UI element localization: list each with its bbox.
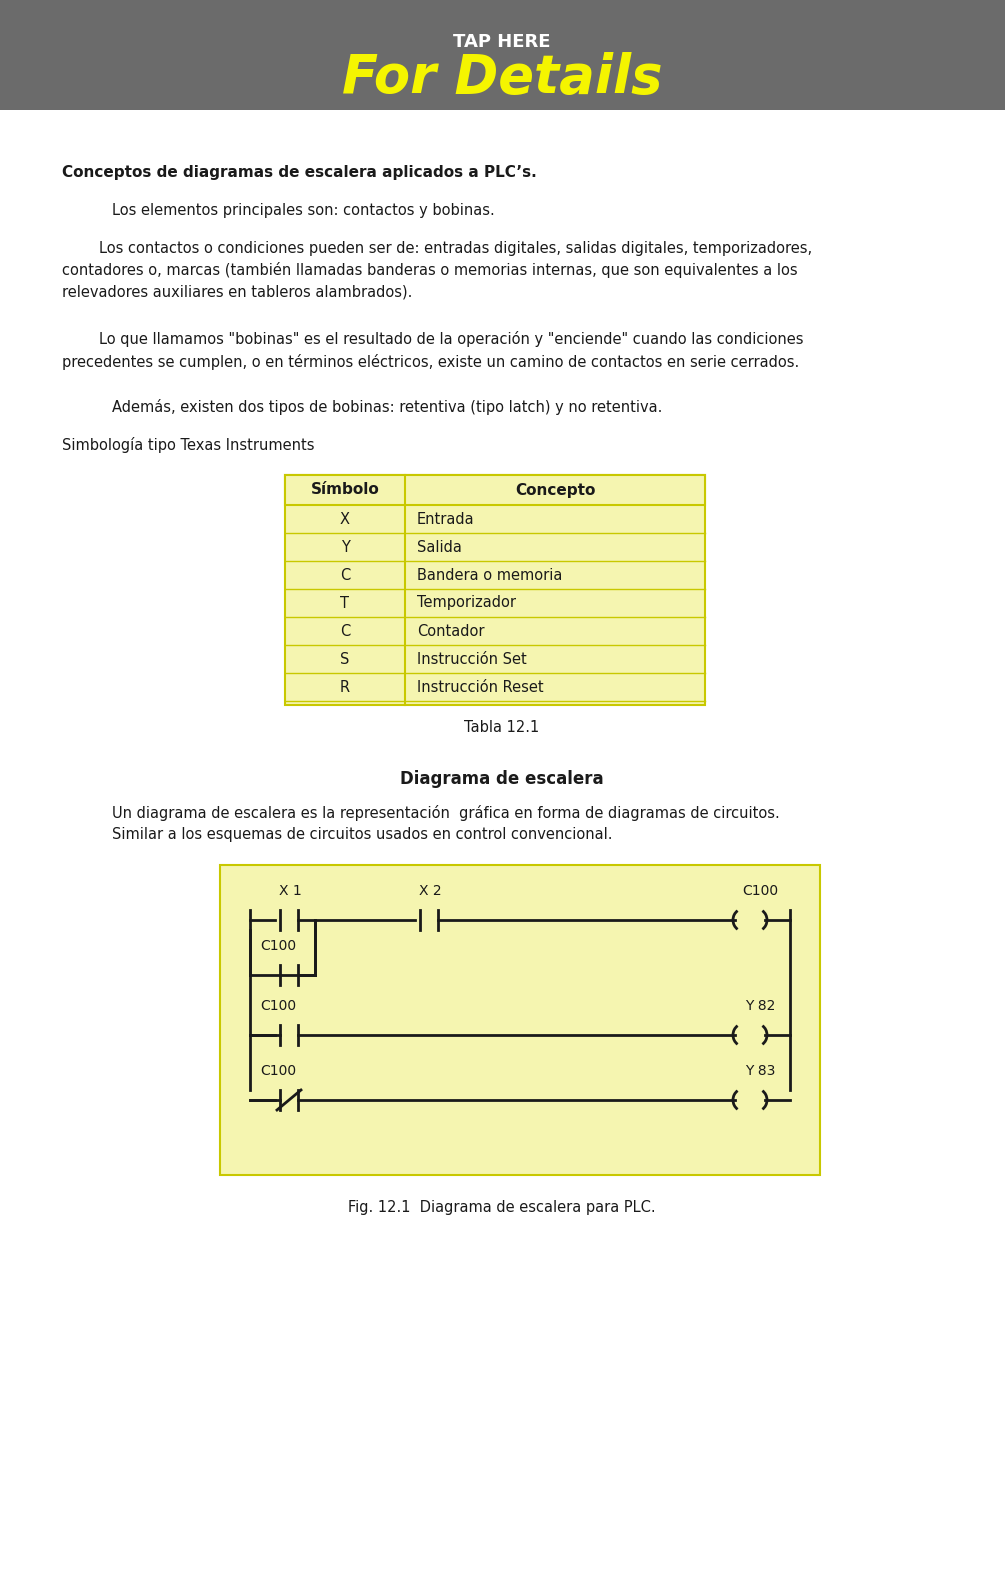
Text: X 2: X 2 — [419, 884, 441, 898]
Text: Los elementos principales son: contactos y bobinas.: Los elementos principales son: contactos… — [112, 204, 494, 218]
Text: R: R — [340, 680, 350, 694]
Bar — [220, 864, 820, 1175]
Text: C100: C100 — [260, 1063, 296, 1078]
Text: C: C — [340, 624, 350, 638]
Text: Y: Y — [341, 540, 350, 554]
Text: Símbolo: Símbolo — [311, 482, 379, 497]
Text: C100: C100 — [260, 939, 296, 954]
Text: Entrada: Entrada — [417, 511, 474, 527]
Text: X 1: X 1 — [278, 884, 302, 898]
Text: Contador: Contador — [417, 624, 484, 638]
Text: For Details: For Details — [342, 53, 662, 103]
Text: Simbología tipo Texas Instruments: Simbología tipo Texas Instruments — [62, 436, 315, 454]
Text: Salida: Salida — [417, 540, 462, 554]
Text: C100: C100 — [260, 1000, 296, 1013]
Text: Un diagrama de escalera es la representación  gráfica en forma de diagramas de c: Un diagrama de escalera es la representa… — [112, 806, 780, 842]
Text: Además, existen dos tipos de bobinas: retentiva (tipo latch) y no retentiva.: Además, existen dos tipos de bobinas: re… — [112, 400, 662, 416]
Text: Y 82: Y 82 — [745, 1000, 775, 1013]
Text: C100: C100 — [742, 884, 778, 898]
Text: C: C — [340, 567, 350, 583]
Bar — [0, 0, 1005, 110]
Text: Tabla 12.1: Tabla 12.1 — [464, 720, 540, 736]
Text: Bandera o memoria: Bandera o memoria — [417, 567, 563, 583]
Text: S: S — [341, 651, 350, 667]
Text: Temporizador: Temporizador — [417, 595, 516, 610]
Text: X: X — [340, 511, 350, 527]
Text: Instrucción Reset: Instrucción Reset — [417, 680, 544, 694]
Text: Fig. 12.1  Diagrama de escalera para PLC.: Fig. 12.1 Diagrama de escalera para PLC. — [348, 1200, 656, 1215]
Text: TAP HERE: TAP HERE — [453, 33, 551, 51]
Text: Y 83: Y 83 — [745, 1063, 775, 1078]
Text: Lo que llamamos "bobinas" es el resultado de la operación y "enciende" cuando la: Lo que llamamos "bobinas" es el resultad… — [62, 331, 804, 369]
Text: Los contactos o condiciones pueden ser de: entradas digitales, salidas digitales: Los contactos o condiciones pueden ser d… — [62, 240, 812, 299]
Text: Conceptos de diagramas de escalera aplicados a PLC’s.: Conceptos de diagramas de escalera aplic… — [62, 166, 537, 180]
Text: Concepto: Concepto — [515, 482, 595, 497]
Bar — [285, 474, 705, 705]
Bar — [285, 474, 705, 505]
Text: Diagrama de escalera: Diagrama de escalera — [400, 771, 604, 788]
Text: Instrucción Set: Instrucción Set — [417, 651, 527, 667]
Text: T: T — [341, 595, 350, 610]
